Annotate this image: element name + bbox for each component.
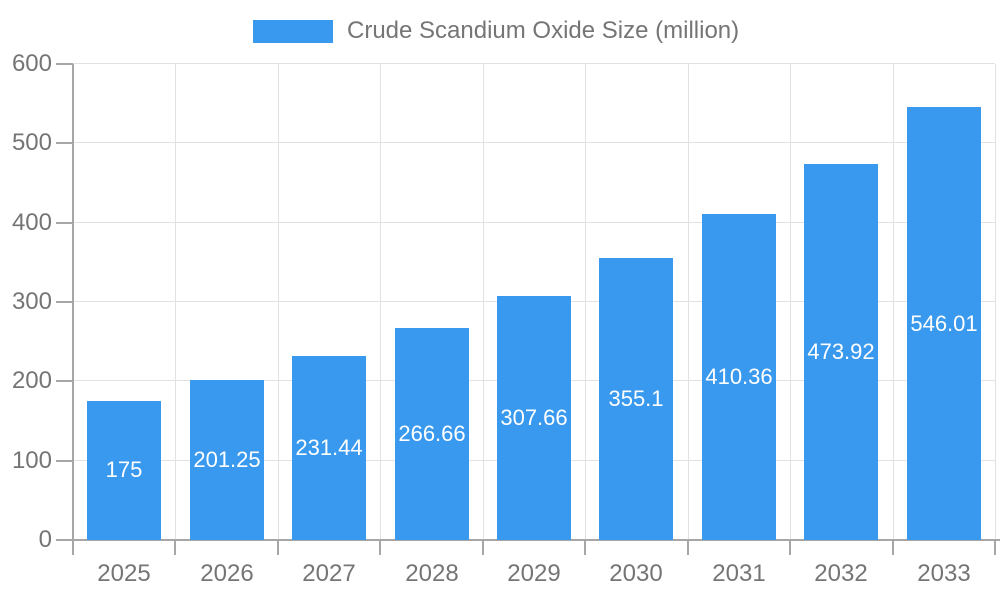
y-tick-label: 100	[11, 447, 52, 474]
x-axis-tick	[789, 540, 791, 555]
v-gridline	[790, 64, 791, 540]
bar-value-label: 410.36	[705, 364, 773, 389]
bar: 355.1	[599, 258, 673, 540]
v-gridline	[585, 64, 586, 540]
bar: 473.92	[804, 164, 878, 540]
x-tick-label: 2029	[507, 560, 561, 587]
legend[interactable]: Crude Scandium Oxide Size (million)	[253, 8, 739, 54]
v-gridline	[483, 64, 484, 540]
y-axis-tick	[56, 460, 73, 462]
v-gridline	[893, 64, 894, 540]
x-tick-label: 2032	[814, 560, 868, 587]
bar: 410.36	[702, 214, 776, 540]
bar: 201.25	[190, 380, 264, 540]
v-gridline	[278, 64, 279, 540]
bar-value-label: 175	[105, 457, 143, 482]
x-tick-label: 2027	[302, 560, 356, 587]
y-axis-tick	[56, 301, 73, 303]
legend-swatch-icon	[253, 19, 333, 43]
x-axis-tick	[277, 540, 279, 555]
bar-value-label: 473.92	[807, 339, 875, 364]
y-axis-tick	[56, 539, 73, 541]
bar-value-label: 355.1	[608, 386, 664, 411]
y-tick-label: 500	[11, 129, 52, 156]
x-axis-tick	[174, 540, 176, 555]
v-gridline	[688, 64, 689, 540]
x-tick-label: 2028	[405, 560, 459, 587]
y-axis-tick	[56, 142, 73, 144]
x-axis-tick	[584, 540, 586, 555]
x-tick-label: 2025	[97, 560, 151, 587]
x-axis-tick	[379, 540, 381, 555]
y-tick-label: 200	[11, 367, 52, 394]
x-tick-label: 2033	[917, 560, 971, 587]
y-tick-label: 600	[11, 50, 52, 77]
bar-value-label: 201.25	[193, 447, 261, 472]
bar-value-label: 266.66	[398, 421, 466, 446]
x-axis-tick	[994, 540, 996, 555]
bar: 266.66	[395, 328, 469, 540]
v-gridline	[380, 64, 381, 540]
legend-label: Crude Scandium Oxide Size (million)	[347, 17, 740, 44]
x-axis-tick	[72, 540, 74, 555]
y-tick-label: 0	[38, 526, 52, 553]
y-axis-line	[72, 64, 74, 555]
bar: 307.66	[497, 296, 571, 540]
h-gridline	[73, 142, 995, 143]
bar: 231.44	[292, 356, 366, 540]
h-gridline	[73, 63, 995, 64]
x-tick-label: 2030	[609, 560, 663, 587]
y-axis-tick	[56, 222, 73, 224]
x-axis-tick	[892, 540, 894, 555]
x-axis-tick	[482, 540, 484, 555]
bar-value-label: 231.44	[295, 435, 363, 460]
x-tick-label: 2031	[712, 560, 766, 587]
v-gridline	[175, 64, 176, 540]
y-tick-label: 300	[11, 288, 52, 315]
y-axis-tick	[56, 63, 73, 65]
bar-value-label: 546.01	[910, 311, 978, 336]
bar-value-label: 307.66	[500, 405, 568, 430]
y-axis-tick	[56, 380, 73, 382]
bar: 175	[87, 401, 161, 540]
h-gridline	[73, 222, 995, 223]
x-axis-line	[72, 539, 1000, 541]
y-tick-label: 400	[11, 209, 52, 236]
bar: 546.01	[907, 107, 981, 540]
x-tick-label: 2026	[200, 560, 254, 587]
x-axis-tick	[687, 540, 689, 555]
v-gridline	[995, 64, 996, 540]
